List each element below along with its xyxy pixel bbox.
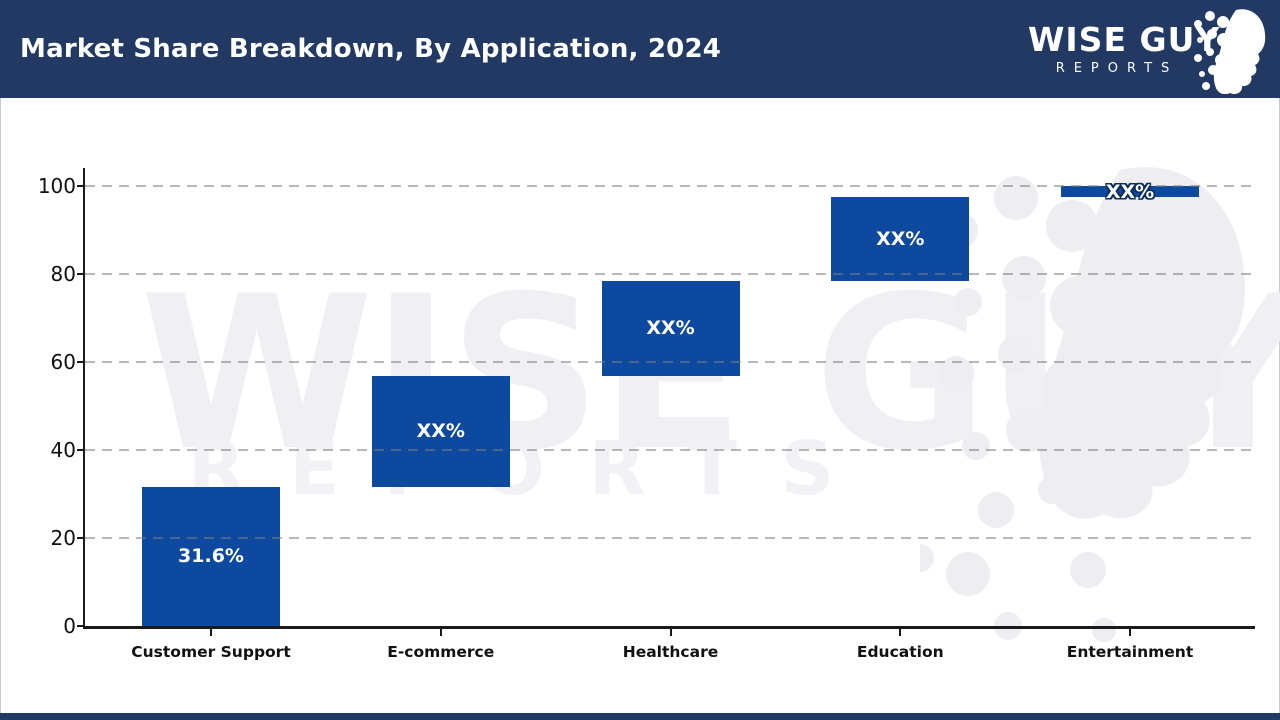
bar-education xyxy=(831,197,970,282)
gridline-20 xyxy=(85,537,1255,539)
footer-bar xyxy=(0,713,1280,720)
gridline-60 xyxy=(85,361,1255,363)
x-category-label: Healthcare xyxy=(622,643,719,661)
watermark-face-icon xyxy=(920,167,1245,642)
y-axis-line xyxy=(83,168,85,629)
bar-e-commerce xyxy=(371,375,510,487)
bar-value-label: 31.6% xyxy=(178,545,244,568)
x-tick-mark xyxy=(899,629,902,636)
bar-value-label: XX% xyxy=(876,228,925,251)
y-tick-mark xyxy=(77,449,85,451)
y-tick-label: 20 xyxy=(50,526,76,550)
bar-entertainment xyxy=(1061,186,1199,197)
y-tick-label: 80 xyxy=(50,262,76,286)
logo-text: WISE GUY REPORTS xyxy=(1028,20,1221,78)
x-tick-mark xyxy=(210,629,212,636)
x-tick-mark xyxy=(439,629,442,636)
gridline-40 xyxy=(85,449,1255,451)
y-tick-mark xyxy=(77,185,85,187)
bar-customer-support xyxy=(142,486,280,626)
gridline-100 xyxy=(85,185,1255,187)
header-bar: Market Share Breakdown, By Application, … xyxy=(0,0,1280,98)
y-tick-label: 40 xyxy=(50,438,76,462)
bar-value-label: XX% xyxy=(416,420,465,443)
bar-healthcare xyxy=(601,281,740,376)
x-category-label: E-commerce xyxy=(387,643,495,661)
y-tick-mark xyxy=(77,361,85,363)
x-category-label: Customer Support xyxy=(131,643,291,661)
bar-value-label: XX% xyxy=(1105,180,1155,203)
logo-subtitle: REPORTS xyxy=(1055,61,1179,76)
logo-wordmark: WISE GUY xyxy=(1028,20,1221,59)
y-tick-label: 60 xyxy=(50,350,76,374)
x-category-label: Education xyxy=(856,643,944,661)
x-category-label: Entertainment xyxy=(1066,643,1194,661)
y-tick-mark xyxy=(77,625,85,627)
page-title: Market Share Breakdown, By Application, … xyxy=(20,34,722,64)
y-tick-label: 100 xyxy=(37,174,76,198)
chart-plot-area: 31.6% XX% XX% XX% XX% 0 20 40 60 80 100 Customer Su… xyxy=(0,98,1280,713)
watermark-subtitle: REPORTS xyxy=(188,426,879,512)
gridline-80 xyxy=(85,273,1255,275)
wiseguy-face-icon xyxy=(1194,9,1266,94)
bar-value-label: XX% xyxy=(646,317,695,340)
y-tick-label: 0 xyxy=(63,614,76,638)
x-axis-line xyxy=(83,626,1255,629)
wiseguy-logo: WISE GUY REPORTS xyxy=(1028,6,1268,94)
y-tick-mark xyxy=(77,273,85,275)
x-tick-mark xyxy=(669,629,672,636)
y-tick-mark xyxy=(77,537,85,539)
x-tick-mark xyxy=(1129,629,1131,636)
